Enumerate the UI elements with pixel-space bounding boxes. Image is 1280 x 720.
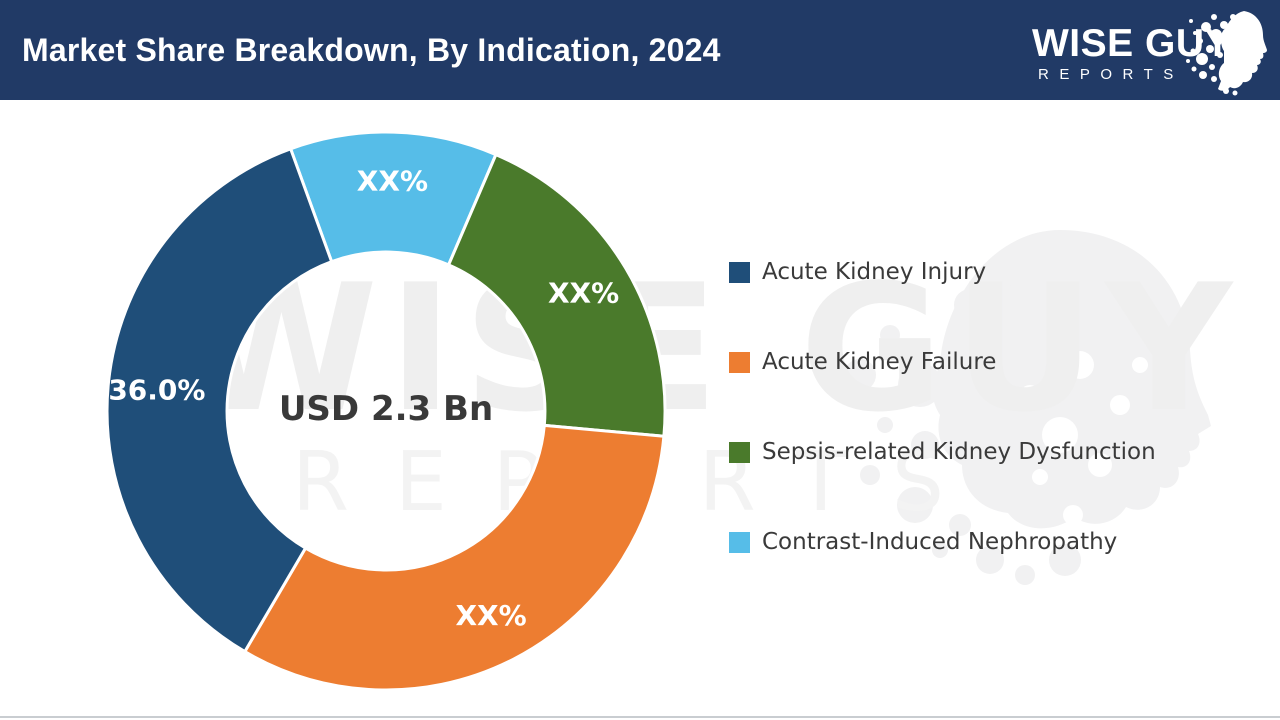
header-bar: Market Share Breakdown, By Indication, 2… [0,0,1280,100]
segment-label: 36.0% [108,374,205,407]
legend-swatch [729,531,750,553]
legend-item: Sepsis-related Kidney Dysfunction [729,432,1156,472]
segment-label: XX% [455,599,526,632]
logo-tagline-text: REPORTS [1038,66,1184,83]
legend-label: Acute Kidney Failure [762,349,997,375]
chart-legend: Acute Kidney Injury Acute Kidney Failure S… [729,252,1156,612]
logo-head-icon [1186,11,1267,96]
legend-label: Contrast-Induced Nephropathy [762,529,1118,555]
legend-swatch [729,441,750,463]
donut-segment-2 [447,153,667,438]
chart-center-value: USD 2.3 Bn [279,389,493,429]
donut-segment-1 [289,130,498,267]
legend-item: Acute Kidney Failure [729,342,1156,382]
donut-segment-3 [243,423,666,692]
legend-label: Acute Kidney Injury [762,259,987,285]
segment-label: XX% [548,277,619,310]
legend-swatch [729,261,750,283]
legend-label: Sepsis-related Kidney Dysfunction [762,439,1156,465]
donut-segment-4 [105,147,334,654]
legend-item: Contrast-Induced Nephropathy [729,522,1156,562]
legend-swatch [729,351,750,373]
wise-guy-logo: WISE GUY REPORTS [1032,11,1267,96]
bottom-border [0,716,1280,718]
legend-item: Acute Kidney Injury [729,252,1156,292]
page-title: Market Share Breakdown, By Indication, 2… [22,31,721,68]
segment-label: XX% [357,165,428,198]
